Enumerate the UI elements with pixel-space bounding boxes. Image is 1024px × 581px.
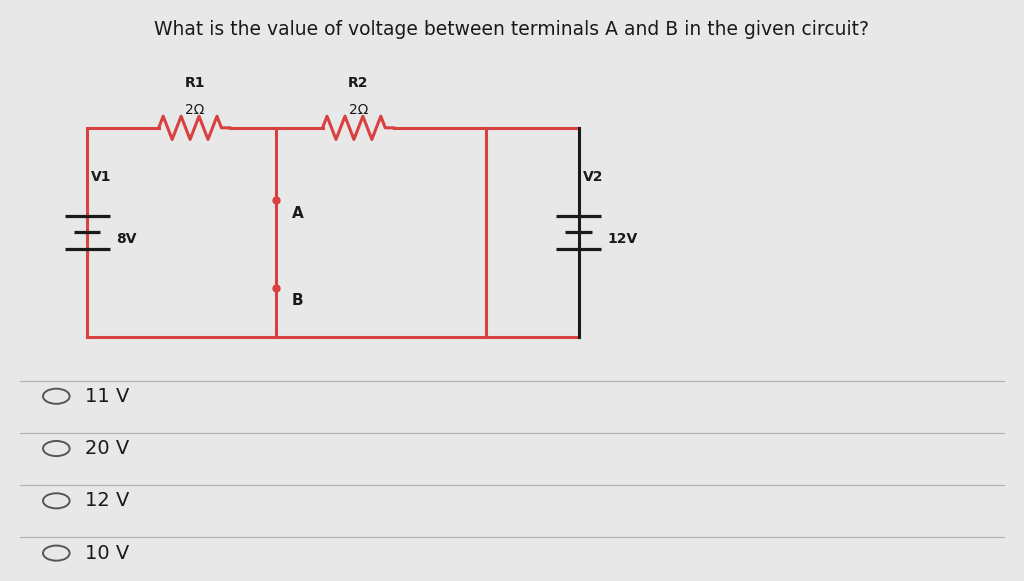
- Text: 2Ω: 2Ω: [349, 103, 368, 117]
- Text: A: A: [292, 206, 303, 221]
- Text: 2Ω: 2Ω: [185, 103, 204, 117]
- Text: 12 V: 12 V: [85, 492, 129, 510]
- Text: 8V: 8V: [116, 232, 136, 246]
- Text: 20 V: 20 V: [85, 439, 129, 458]
- Text: 11 V: 11 V: [85, 387, 129, 406]
- Text: R1: R1: [184, 76, 205, 90]
- Text: What is the value of voltage between terminals A and B in the given circuit?: What is the value of voltage between ter…: [155, 20, 869, 40]
- Text: B: B: [292, 293, 303, 309]
- Text: 12V: 12V: [607, 232, 638, 246]
- Text: V2: V2: [583, 170, 603, 184]
- Text: 10 V: 10 V: [85, 544, 129, 562]
- Text: V1: V1: [91, 170, 112, 184]
- Text: R2: R2: [348, 76, 369, 90]
